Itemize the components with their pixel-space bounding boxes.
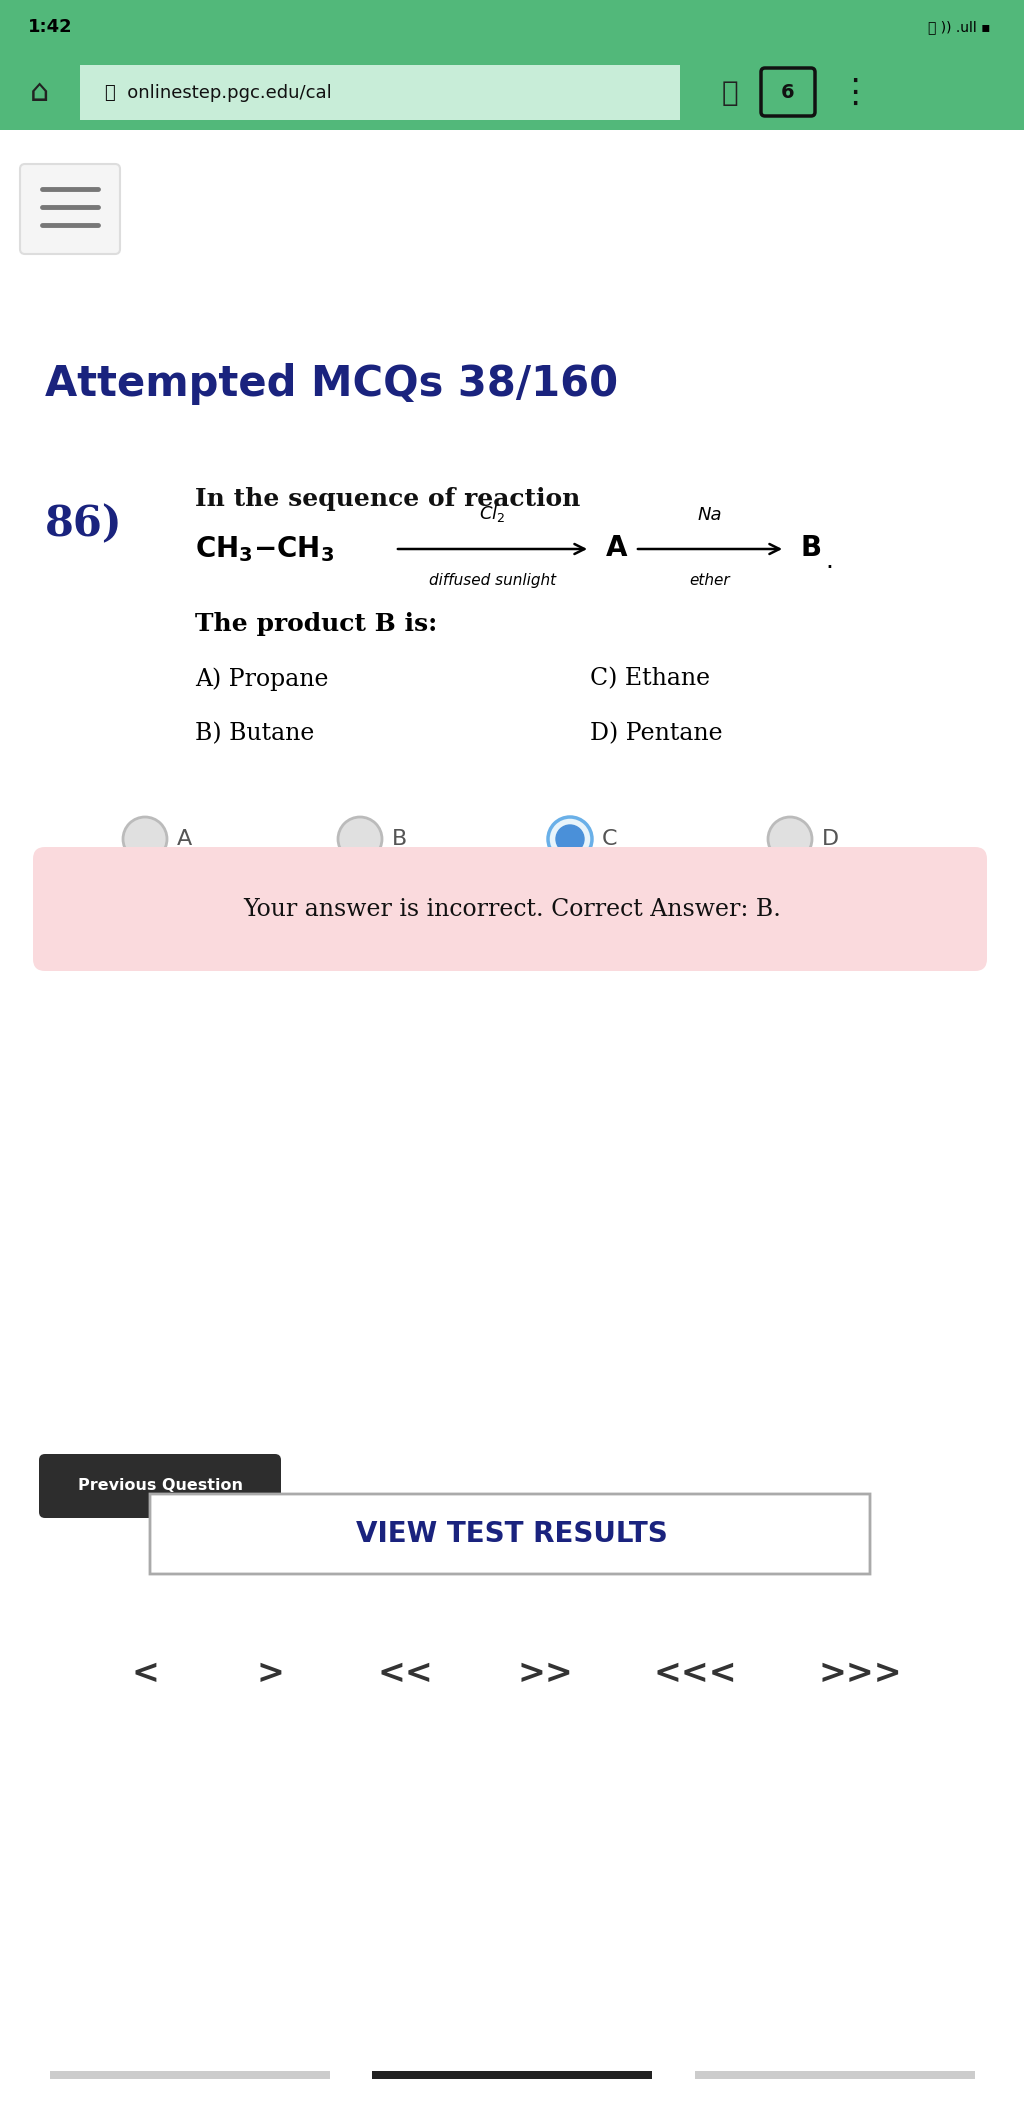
Text: 🔔 )) .ull ▪: 🔔 )) .ull ▪ — [928, 21, 990, 34]
FancyBboxPatch shape — [0, 55, 1024, 130]
Circle shape — [556, 825, 584, 852]
Text: diffused sunlight: diffused sunlight — [429, 572, 556, 587]
Circle shape — [123, 816, 167, 861]
FancyBboxPatch shape — [39, 1454, 281, 1517]
Text: Attempted MCQs 38/160: Attempted MCQs 38/160 — [45, 364, 618, 404]
FancyBboxPatch shape — [372, 2070, 652, 2079]
Text: >>>: >>> — [818, 1658, 902, 1690]
Circle shape — [338, 816, 382, 861]
Text: Your answer is incorrect. Correct Answer: B.: Your answer is incorrect. Correct Answer… — [243, 898, 781, 922]
Text: 🔒  onlinestep.pgc.edu/cal: 🔒 onlinestep.pgc.edu/cal — [105, 84, 332, 101]
Text: 1:42: 1:42 — [28, 19, 73, 36]
Text: 🎤: 🎤 — [722, 78, 738, 107]
Text: ⋮: ⋮ — [839, 76, 871, 109]
Text: $Cl_2$: $Cl_2$ — [479, 503, 506, 524]
Circle shape — [768, 816, 812, 861]
FancyBboxPatch shape — [50, 2070, 330, 2079]
FancyBboxPatch shape — [20, 164, 120, 255]
Text: $\mathbf{B}$: $\mathbf{B}$ — [800, 537, 821, 562]
Text: Previous Question: Previous Question — [78, 1479, 243, 1494]
Text: The product B is:: The product B is: — [195, 612, 437, 635]
FancyBboxPatch shape — [695, 2070, 975, 2079]
Text: B: B — [392, 829, 408, 850]
Text: $\mathbf{A}$: $\mathbf{A}$ — [605, 537, 629, 562]
Text: A) Propane: A) Propane — [195, 667, 329, 690]
Text: 86): 86) — [45, 503, 123, 545]
Text: In the sequence of reaction: In the sequence of reaction — [195, 486, 581, 511]
FancyBboxPatch shape — [80, 65, 680, 120]
Circle shape — [548, 816, 592, 861]
Text: ⌂: ⌂ — [31, 78, 50, 107]
Text: C) Ethane: C) Ethane — [590, 667, 710, 690]
FancyBboxPatch shape — [33, 848, 987, 972]
Text: ether: ether — [690, 572, 730, 587]
Text: A: A — [177, 829, 193, 850]
Text: D) Pentane: D) Pentane — [590, 722, 723, 745]
Text: .: . — [825, 549, 833, 572]
FancyBboxPatch shape — [0, 0, 1024, 55]
Text: <: < — [131, 1658, 159, 1690]
Text: >>: >> — [517, 1658, 572, 1690]
Text: VIEW TEST RESULTS: VIEW TEST RESULTS — [356, 1519, 668, 1549]
Text: Na: Na — [697, 505, 722, 524]
Text: <<: << — [377, 1658, 433, 1690]
FancyBboxPatch shape — [150, 1494, 870, 1574]
Text: $\mathbf{CH_3}$$\mathbf{- CH_3}$: $\mathbf{CH_3}$$\mathbf{- CH_3}$ — [195, 534, 334, 564]
Text: <<<: <<< — [653, 1658, 737, 1690]
Text: B) Butane: B) Butane — [195, 722, 314, 745]
Text: D: D — [822, 829, 839, 850]
Text: C: C — [602, 829, 617, 850]
Text: >: > — [256, 1658, 284, 1690]
Text: 6: 6 — [781, 82, 795, 101]
